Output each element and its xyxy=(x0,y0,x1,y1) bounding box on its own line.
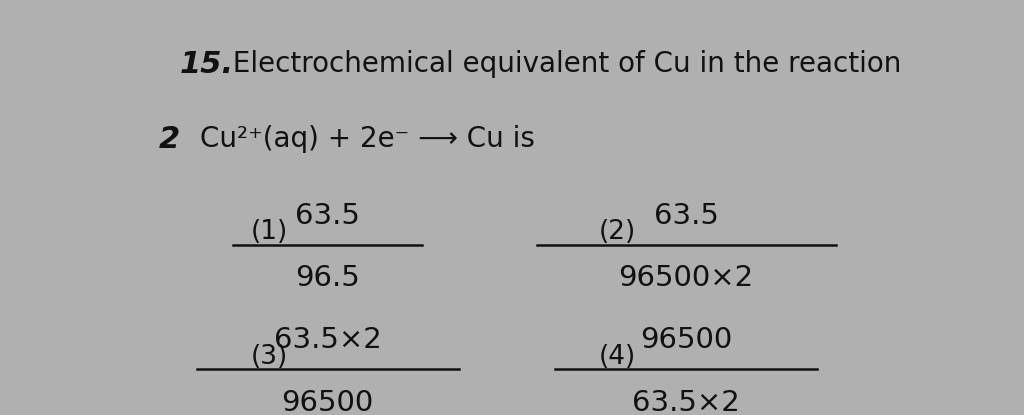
Text: Cu²⁺(aq) + 2e⁻ ⟶ Cu is: Cu²⁺(aq) + 2e⁻ ⟶ Cu is xyxy=(200,124,535,152)
Text: 63.5: 63.5 xyxy=(295,202,360,230)
Text: 63.5: 63.5 xyxy=(653,202,719,230)
Text: 2: 2 xyxy=(159,124,180,154)
Text: (4): (4) xyxy=(599,344,636,370)
Text: Electrochemical equivalent of Cu in the reaction: Electrochemical equivalent of Cu in the … xyxy=(215,50,901,78)
Text: 96500×2: 96500×2 xyxy=(618,264,754,292)
Text: 15.: 15. xyxy=(179,50,233,79)
Text: 63.5×2: 63.5×2 xyxy=(273,326,382,354)
Text: 63.5×2: 63.5×2 xyxy=(632,388,740,415)
Text: 96500: 96500 xyxy=(640,326,732,354)
Text: 96500: 96500 xyxy=(282,388,374,415)
Text: (1): (1) xyxy=(251,220,288,245)
Text: 96.5: 96.5 xyxy=(295,264,360,292)
Text: (2): (2) xyxy=(599,220,636,245)
Text: (3): (3) xyxy=(251,344,288,370)
